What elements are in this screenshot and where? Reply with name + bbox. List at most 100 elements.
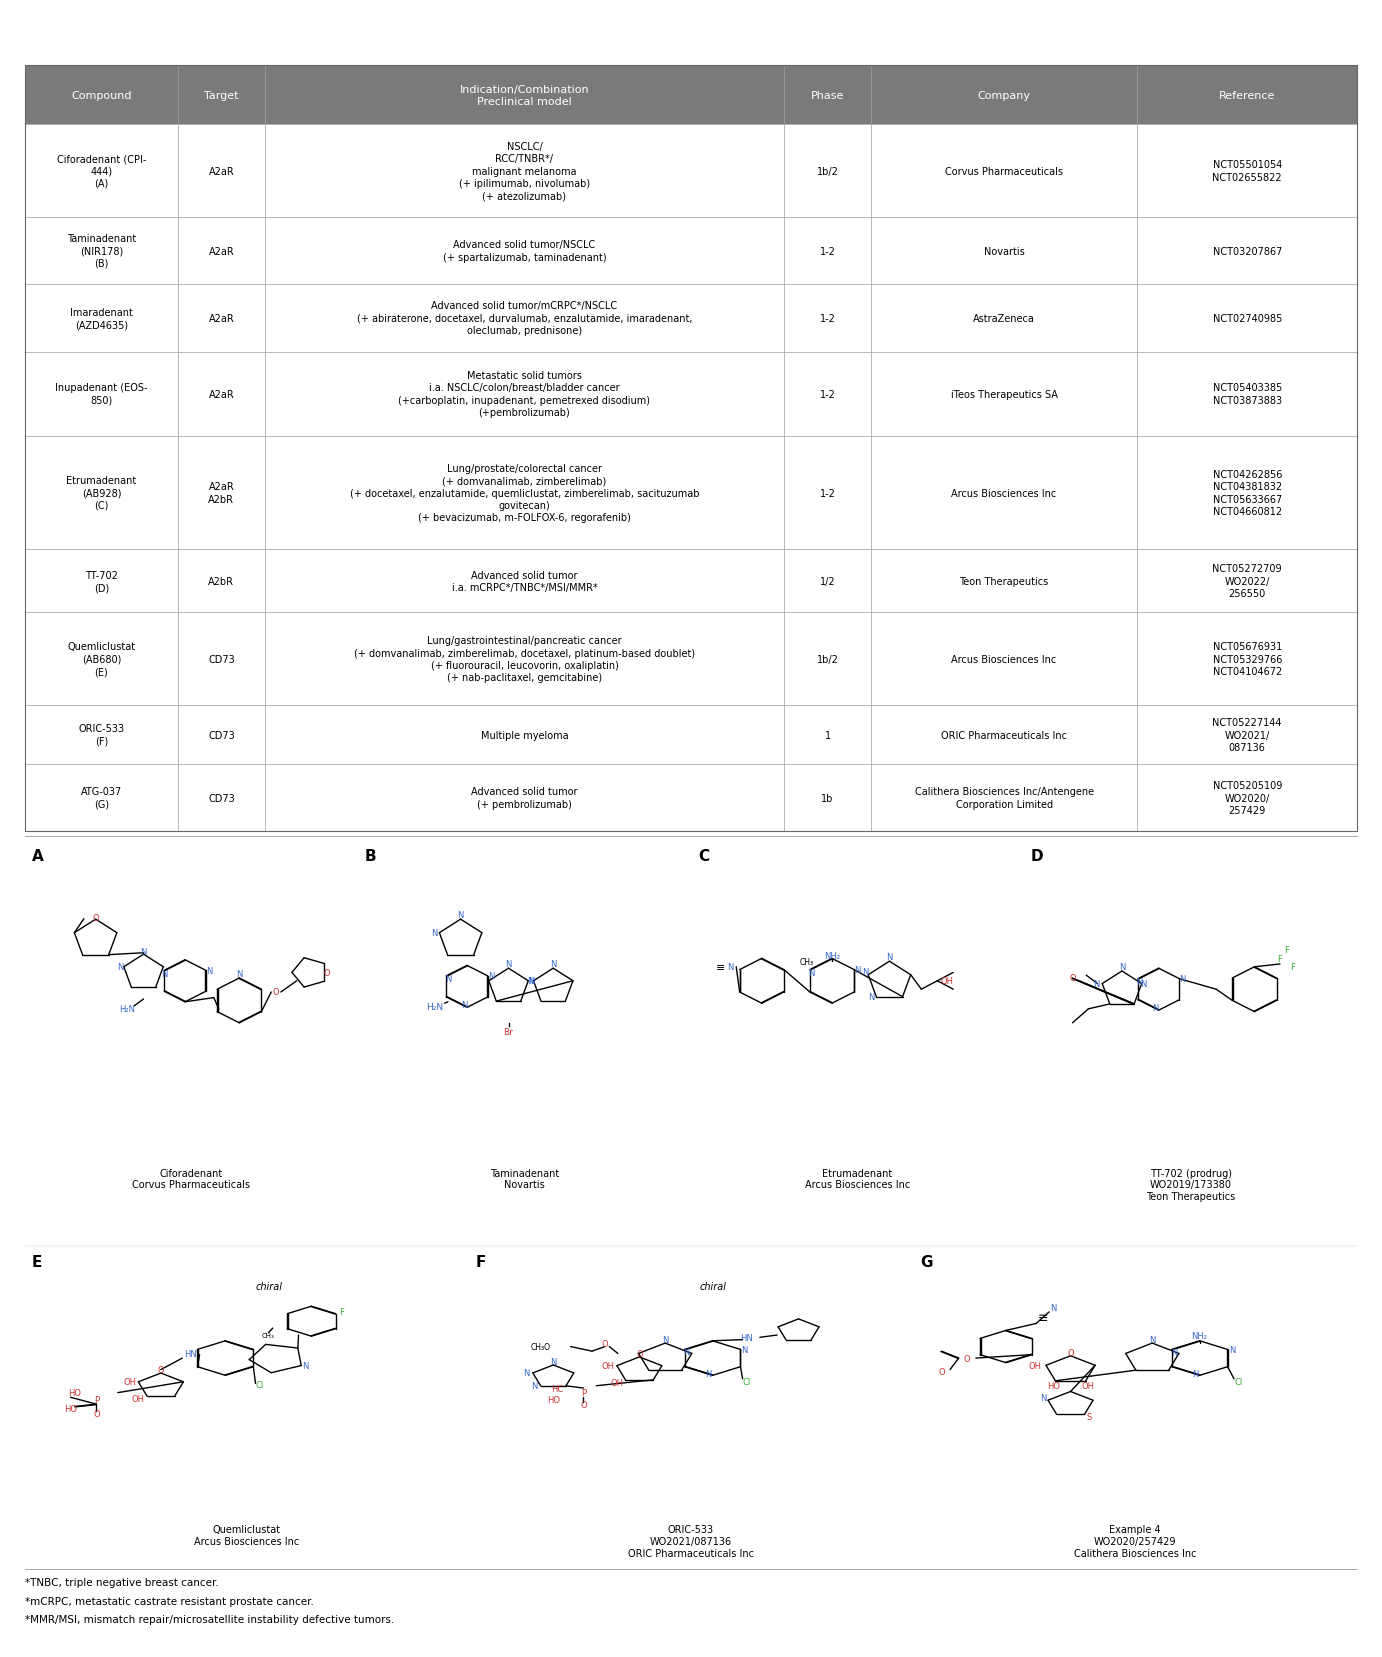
Text: N: N — [705, 1369, 712, 1377]
Bar — [25, 706, 178, 764]
Text: Corvus Pharmaceuticals: Corvus Pharmaceuticals — [945, 166, 1063, 176]
Text: OH: OH — [611, 1379, 623, 1387]
Bar — [871, 66, 1137, 126]
Text: Advanced solid tumor
i.a. mCRPC*/TNBC*/MSI/MMR*: Advanced solid tumor i.a. mCRPC*/TNBC*/M… — [452, 570, 597, 593]
Text: Cl: Cl — [1234, 1377, 1242, 1385]
Text: 1b/2: 1b/2 — [817, 166, 839, 176]
Text: N: N — [1093, 979, 1099, 989]
Bar — [265, 66, 784, 126]
Text: OH: OH — [940, 976, 954, 986]
Text: 1-2: 1-2 — [820, 313, 836, 323]
Text: A2aR: A2aR — [209, 313, 235, 323]
Text: P: P — [94, 1395, 100, 1403]
Bar — [25, 126, 178, 217]
Text: N: N — [506, 959, 511, 969]
Text: E: E — [32, 1254, 43, 1269]
Text: 1/2: 1/2 — [820, 577, 835, 587]
Bar — [784, 285, 871, 353]
Bar — [1137, 217, 1357, 285]
Text: N: N — [236, 969, 242, 979]
Bar — [178, 706, 265, 764]
Text: Quemliclustat
Arcus Biosciences Inc: Quemliclustat Arcus Biosciences Inc — [195, 1524, 300, 1546]
Bar — [25, 217, 178, 285]
Text: N: N — [303, 1362, 308, 1370]
Text: A: A — [32, 848, 44, 863]
Text: HN: HN — [185, 1349, 198, 1359]
Bar — [265, 353, 784, 436]
Bar — [25, 764, 178, 832]
Text: A2aR
A2bR: A2aR A2bR — [209, 482, 235, 504]
Text: OH: OH — [1081, 1380, 1095, 1390]
Text: N: N — [445, 974, 451, 984]
Text: ATG-037
(G): ATG-037 (G) — [82, 787, 122, 809]
Text: CH₃O: CH₃O — [531, 1342, 550, 1350]
Text: B: B — [365, 848, 376, 863]
Bar — [178, 436, 265, 550]
Bar — [178, 66, 265, 126]
Text: 1b/2: 1b/2 — [817, 655, 839, 664]
Text: N: N — [684, 1347, 690, 1357]
Text: AstraZeneca: AstraZeneca — [973, 313, 1035, 323]
Text: F: F — [1284, 946, 1289, 954]
Bar — [178, 217, 265, 285]
Text: N: N — [141, 948, 146, 956]
Text: N: N — [1153, 1002, 1158, 1012]
Text: O: O — [272, 988, 279, 998]
Bar — [1137, 353, 1357, 436]
Text: Compound: Compound — [72, 91, 131, 101]
Text: A2aR: A2aR — [209, 247, 235, 257]
Text: *mCRPC, metastatic castrate resistant prostate cancer.: *mCRPC, metastatic castrate resistant pr… — [25, 1596, 314, 1606]
Bar — [265, 550, 784, 613]
Bar — [25, 66, 178, 126]
Text: CD73: CD73 — [209, 794, 235, 804]
Text: N: N — [1041, 1394, 1048, 1402]
Text: NCT05676931
NCT05329766
NCT04104672: NCT05676931 NCT05329766 NCT04104672 — [1212, 641, 1282, 676]
Text: N: N — [488, 971, 495, 981]
Text: N: N — [1050, 1302, 1056, 1312]
Text: ≡: ≡ — [716, 963, 726, 973]
Bar — [25, 353, 178, 436]
Text: D: D — [1031, 848, 1043, 863]
Bar — [265, 217, 784, 285]
Text: Example 4
WO2020/257429
Calithera Biosciences Inc: Example 4 WO2020/257429 Calithera Biosci… — [1074, 1524, 1197, 1558]
Text: NH₂: NH₂ — [1191, 1331, 1208, 1341]
Text: N: N — [117, 963, 124, 971]
Text: O: O — [1070, 974, 1075, 983]
Bar — [1137, 126, 1357, 217]
Bar — [871, 126, 1137, 217]
Text: N: N — [1119, 963, 1125, 971]
Bar — [265, 126, 784, 217]
Bar — [25, 66, 1357, 832]
Text: Teon Therapeutics: Teon Therapeutics — [959, 577, 1049, 587]
Text: A2bR: A2bR — [209, 577, 235, 587]
Text: O: O — [323, 968, 330, 978]
Text: Etrumadenant
Arcus Biosciences Inc: Etrumadenant Arcus Biosciences Inc — [804, 1168, 911, 1190]
Bar — [1137, 706, 1357, 764]
Bar — [1137, 66, 1357, 126]
Bar — [25, 613, 178, 706]
Text: P: P — [580, 1389, 586, 1397]
Text: N: N — [527, 976, 533, 986]
Bar — [1137, 764, 1357, 832]
Text: N: N — [1148, 1336, 1155, 1344]
Bar — [871, 764, 1137, 832]
Text: Cl: Cl — [742, 1377, 750, 1385]
Bar — [871, 436, 1137, 550]
Text: N: N — [662, 1336, 669, 1344]
Text: Arcus Biosciences Inc: Arcus Biosciences Inc — [951, 489, 1057, 499]
Text: NCT02740985: NCT02740985 — [1212, 313, 1282, 323]
Text: NCT05403385
NCT03873883: NCT05403385 NCT03873883 — [1212, 383, 1282, 406]
Text: O: O — [580, 1400, 587, 1408]
Text: Imaradenant
(AZD4635): Imaradenant (AZD4635) — [70, 308, 133, 330]
Text: N: N — [1193, 1369, 1198, 1377]
Text: Advanced solid tumor/mCRPC*/NSCLC
(+ abiraterone, docetaxel, durvalumab, enzalut: Advanced solid tumor/mCRPC*/NSCLC (+ abi… — [357, 302, 692, 336]
Text: A2aR: A2aR — [209, 166, 235, 176]
Text: O: O — [601, 1339, 608, 1347]
Bar — [784, 217, 871, 285]
Bar — [1137, 436, 1357, 550]
Text: Lung/gastrointestinal/pancreatic cancer
(+ domvanalimab, zimberelimab, docetaxel: Lung/gastrointestinal/pancreatic cancer … — [354, 636, 695, 683]
Bar — [178, 285, 265, 353]
Bar — [1137, 613, 1357, 706]
Text: N: N — [854, 966, 861, 974]
Bar — [265, 706, 784, 764]
